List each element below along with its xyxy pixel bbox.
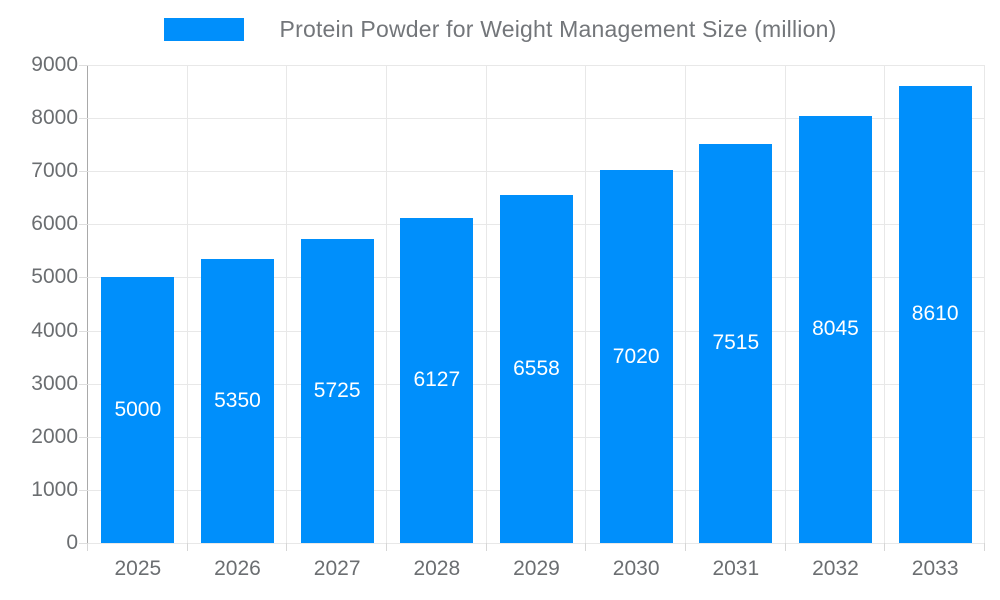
x-axis-tick (684, 543, 686, 551)
v-gridline (684, 65, 686, 543)
v-gridline (585, 65, 587, 543)
bar[interactable]: 5350 (201, 258, 274, 543)
bar-value-label: 7515 (712, 331, 760, 355)
bar[interactable]: 6127 (400, 217, 474, 543)
h-gridline (88, 543, 985, 544)
bar-value-label: 8610 (911, 302, 959, 326)
bar[interactable]: 8610 (898, 85, 972, 543)
x-axis-tick (87, 543, 88, 551)
x-axis-label: 2027 (313, 557, 361, 580)
x-axis-label: 2028 (413, 557, 461, 580)
legend[interactable]: Protein Powder for Weight Management Siz… (0, 16, 1000, 43)
x-axis-label: 2032 (812, 557, 859, 580)
x-axis-tick (884, 543, 886, 551)
y-axis-label: 6000 (31, 212, 78, 236)
y-axis-line (87, 65, 88, 551)
bar[interactable]: 7515 (699, 143, 773, 543)
y-axis-label: 4000 (31, 318, 78, 342)
y-axis-label: 7000 (31, 159, 78, 183)
y-axis-label: 5000 (31, 265, 78, 289)
plot-area: 5000 5350 5725 6127 6558 7020 7515 8045 8610 (79, 65, 985, 551)
x-axis-tick (585, 543, 587, 551)
y-axis-tick (79, 436, 88, 438)
x-axis-label: 2029 (513, 557, 560, 580)
legend-swatch (163, 18, 244, 41)
y-axis-labels: 0 1000 2000 3000 4000 5000 6000 7000 8000 9000 (0, 53, 78, 554)
y-axis-tick (79, 277, 88, 279)
y-axis-label: 9000 (31, 53, 78, 76)
v-gridline (984, 65, 985, 543)
v-gridline (186, 65, 188, 543)
bar[interactable]: 5000 (101, 277, 175, 543)
bar-value-label: 5000 (114, 398, 162, 422)
bar-value-label: 6558 (513, 356, 560, 380)
x-axis-tick (286, 543, 288, 551)
bar-value-label: 5350 (214, 388, 261, 412)
x-axis-label: 2030 (612, 557, 660, 580)
v-gridline (784, 65, 786, 543)
v-gridline (884, 65, 886, 543)
y-axis-tick (79, 489, 88, 491)
bar-value-label: 5725 (313, 378, 361, 402)
legend-label: Protein Powder for Weight Management Siz… (279, 16, 837, 42)
y-axis-tick (79, 383, 88, 385)
bar[interactable]: 5725 (300, 238, 374, 543)
h-gridline (88, 65, 985, 66)
y-axis-tick (79, 65, 88, 66)
x-axis-tick (485, 543, 487, 551)
x-axis-label: 2031 (712, 557, 760, 580)
bar[interactable]: 6558 (500, 194, 573, 543)
x-axis-tick (984, 543, 985, 551)
y-axis-label: 3000 (31, 371, 78, 395)
y-axis-tick (79, 171, 88, 173)
v-gridline (485, 65, 487, 543)
y-axis-label: 8000 (31, 106, 78, 130)
x-axis-tick (385, 543, 387, 551)
bar-value-label: 6127 (413, 368, 461, 392)
y-axis-label: 1000 (31, 477, 78, 501)
bar-value-label: 7020 (612, 344, 660, 368)
y-axis-tick (79, 118, 88, 120)
y-axis-tick (79, 543, 88, 544)
y-axis-tick (79, 330, 88, 332)
x-axis-label: 2033 (911, 557, 959, 580)
y-axis-label: 2000 (31, 424, 78, 448)
x-axis-label: 2025 (114, 557, 162, 580)
bar-value-label: 8045 (812, 317, 859, 341)
y-axis-tick (79, 224, 88, 226)
x-axis-tick (186, 543, 188, 551)
y-axis-label: 0 (66, 531, 78, 554)
x-axis-label: 2026 (214, 557, 261, 580)
x-axis-labels: 2025 2026 2027 2028 2029 2030 2031 2032 2033 (88, 557, 985, 585)
v-gridline (286, 65, 288, 543)
bar[interactable]: 8045 (799, 115, 872, 543)
x-axis-tick (784, 543, 786, 551)
v-gridline (385, 65, 387, 543)
h-gridline (88, 171, 985, 173)
h-gridline (88, 118, 985, 120)
bar[interactable]: 7020 (599, 170, 673, 543)
